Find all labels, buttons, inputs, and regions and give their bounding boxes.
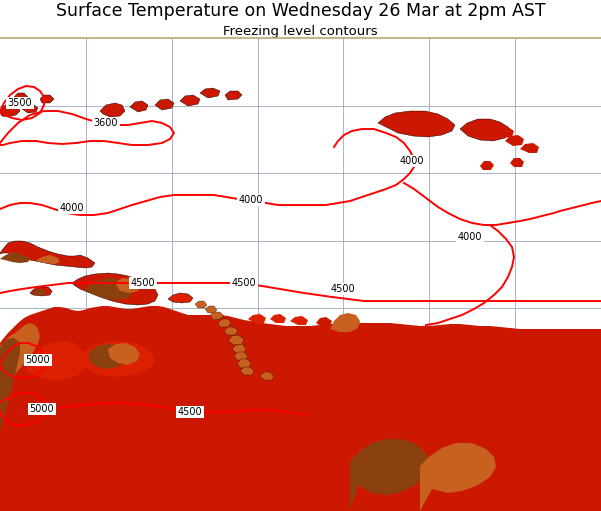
Polygon shape <box>100 103 125 117</box>
Polygon shape <box>330 313 360 332</box>
Text: 4000: 4000 <box>59 203 84 213</box>
Polygon shape <box>0 338 20 511</box>
Polygon shape <box>225 91 242 100</box>
Polygon shape <box>72 273 158 305</box>
Polygon shape <box>148 441 242 511</box>
Polygon shape <box>210 312 224 320</box>
Text: 4500: 4500 <box>331 284 355 294</box>
Text: 4000: 4000 <box>239 195 263 205</box>
Polygon shape <box>0 253 30 263</box>
Polygon shape <box>224 327 238 335</box>
Polygon shape <box>155 99 174 110</box>
Polygon shape <box>350 439 430 511</box>
Polygon shape <box>378 111 455 137</box>
Polygon shape <box>108 343 140 365</box>
Polygon shape <box>316 317 332 327</box>
Text: 3500: 3500 <box>8 98 32 108</box>
Polygon shape <box>48 425 142 511</box>
Polygon shape <box>0 103 20 117</box>
Polygon shape <box>260 372 274 380</box>
Polygon shape <box>237 359 251 368</box>
Polygon shape <box>290 316 308 325</box>
Polygon shape <box>14 93 28 101</box>
Polygon shape <box>168 293 193 303</box>
Polygon shape <box>0 323 40 511</box>
Polygon shape <box>88 344 128 369</box>
Polygon shape <box>32 289 46 296</box>
Text: 4500: 4500 <box>178 407 203 417</box>
Text: 5000: 5000 <box>26 355 50 365</box>
Polygon shape <box>180 95 200 106</box>
Polygon shape <box>200 88 220 98</box>
Polygon shape <box>520 143 539 153</box>
Polygon shape <box>420 443 496 511</box>
Polygon shape <box>22 105 38 113</box>
Polygon shape <box>85 278 132 300</box>
Text: 5000: 5000 <box>29 404 54 414</box>
Polygon shape <box>505 135 524 146</box>
Polygon shape <box>510 158 524 167</box>
Polygon shape <box>232 344 246 353</box>
Polygon shape <box>460 119 510 141</box>
Polygon shape <box>25 341 88 381</box>
Polygon shape <box>80 341 155 377</box>
Polygon shape <box>480 161 494 170</box>
Text: 4000: 4000 <box>400 156 424 166</box>
Polygon shape <box>115 278 140 293</box>
Polygon shape <box>240 367 254 375</box>
Polygon shape <box>270 314 286 323</box>
Polygon shape <box>234 352 248 360</box>
Text: 4000: 4000 <box>458 232 482 242</box>
Text: Freezing level contours: Freezing level contours <box>223 25 378 38</box>
Polygon shape <box>205 306 217 313</box>
Polygon shape <box>40 95 54 103</box>
Polygon shape <box>248 314 266 324</box>
Text: 3600: 3600 <box>94 118 118 128</box>
Polygon shape <box>0 306 601 511</box>
Text: 4500: 4500 <box>130 278 155 288</box>
Polygon shape <box>495 127 514 138</box>
Polygon shape <box>130 101 148 112</box>
Polygon shape <box>218 319 231 327</box>
Polygon shape <box>228 335 244 345</box>
Polygon shape <box>35 255 60 264</box>
Text: 4500: 4500 <box>232 278 256 288</box>
Polygon shape <box>30 287 52 296</box>
Text: Surface Temperature on Wednesday 26 Mar at 2pm AST: Surface Temperature on Wednesday 26 Mar … <box>56 3 545 20</box>
Polygon shape <box>0 241 95 268</box>
Polygon shape <box>195 301 207 308</box>
